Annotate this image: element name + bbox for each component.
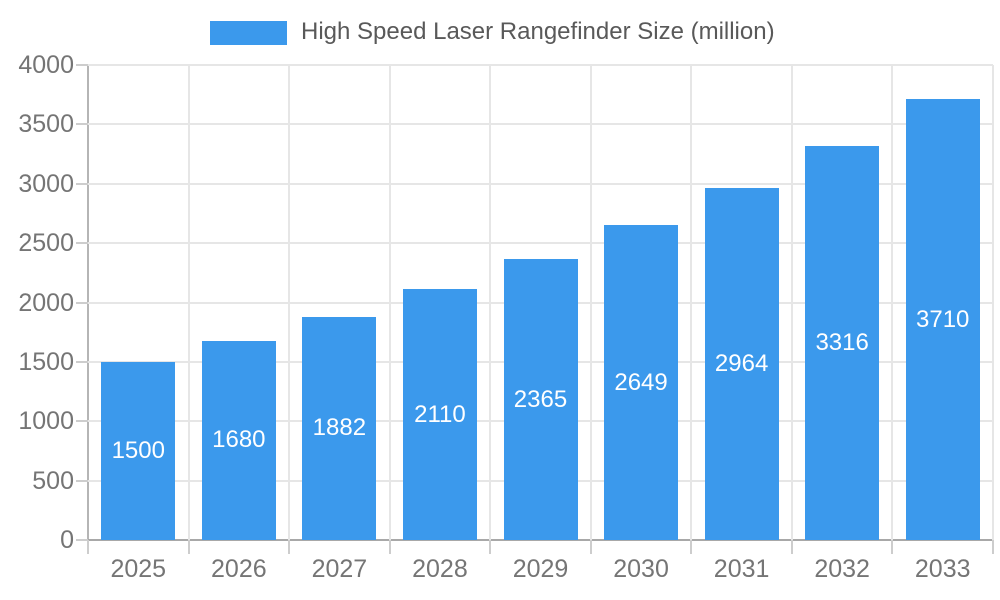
gridline-vertical <box>891 65 894 540</box>
bar-value-label: 2365 <box>513 385 568 413</box>
bar[interactable]: 1680 <box>201 340 276 540</box>
bar[interactable]: 1882 <box>302 316 377 540</box>
x-axis-label: 2032 <box>814 555 870 583</box>
x-axis-line <box>88 539 993 541</box>
plot-area: 1500 1680 1882 2110 2365 2649 2964 3316 3710 <box>88 64 994 540</box>
y-axis-tick <box>76 539 88 541</box>
y-axis-label: 1000 <box>18 407 74 436</box>
x-axis-label: 2027 <box>311 555 368 583</box>
y-axis-label: 1500 <box>18 347 74 376</box>
x-axis-tick <box>288 540 291 554</box>
x-axis-tick <box>589 540 592 554</box>
x-axis-tick <box>489 540 492 554</box>
y-axis-label: 3000 <box>18 169 74 198</box>
bar[interactable]: 3316 <box>805 146 880 540</box>
x-axis-label: 2031 <box>713 555 770 583</box>
gridline-vertical <box>790 65 793 540</box>
gridline-vertical <box>992 65 994 540</box>
gridline-vertical <box>589 65 592 540</box>
x-axis-tick <box>891 540 894 554</box>
legend[interactable]: High Speed Laser Rangefinder Size (milli… <box>210 18 775 46</box>
legend-swatch <box>210 21 287 45</box>
x-axis-tick <box>87 540 89 554</box>
gridline-horizontal <box>88 242 993 245</box>
y-axis-label: 0 <box>60 526 74 554</box>
bar[interactable]: 1500 <box>101 361 176 540</box>
x-axis-tick <box>690 540 693 554</box>
y-axis-tick <box>76 64 88 66</box>
y-axis-label: 3500 <box>18 110 74 139</box>
y-axis-tick <box>76 301 88 304</box>
bar-value-label: 2964 <box>714 350 769 378</box>
gridline-vertical <box>388 65 391 540</box>
y-axis-tick <box>76 123 88 126</box>
y-axis-tick <box>76 242 88 245</box>
bar-value-label: 2649 <box>614 368 668 396</box>
y-axis-label: 4000 <box>18 51 74 79</box>
gridline-vertical <box>187 65 190 540</box>
x-axis-tick <box>992 540 994 554</box>
bar[interactable]: 2365 <box>503 259 578 540</box>
x-axis-tick <box>790 540 793 554</box>
x-axis-label: 2029 <box>512 555 569 583</box>
gridline-vertical <box>690 65 693 540</box>
x-axis-label: 2033 <box>914 555 971 583</box>
x-axis-label: 2030 <box>613 555 669 583</box>
legend-label: High Speed Laser Rangefinder Size (milli… <box>301 18 775 45</box>
gridline-vertical <box>489 65 492 540</box>
gridline-horizontal <box>88 182 993 185</box>
bar[interactable]: 3710 <box>905 99 980 540</box>
gridline-horizontal <box>88 123 993 126</box>
y-axis-label: 2000 <box>18 288 74 317</box>
y-axis-tick <box>76 479 88 482</box>
bar-value-label: 2110 <box>414 400 466 428</box>
gridline-vertical <box>288 65 291 540</box>
y-axis-tick <box>76 182 88 185</box>
y-axis-tick <box>76 420 88 423</box>
bar-value-label: 3316 <box>815 329 869 357</box>
bar[interactable]: 2649 <box>604 225 679 540</box>
bar-value-label: 1882 <box>312 414 367 442</box>
y-axis-label: 2500 <box>18 229 74 258</box>
x-axis-label: 2026 <box>211 555 267 583</box>
bar-value-label: 1500 <box>111 436 165 464</box>
bar-value-label: 3710 <box>916 305 970 333</box>
gridline-horizontal <box>88 64 993 66</box>
x-axis-tick <box>187 540 190 554</box>
bar[interactable]: 2110 <box>402 289 477 540</box>
x-axis-tick <box>388 540 391 554</box>
bar[interactable]: 2964 <box>704 188 779 540</box>
x-axis-label: 2025 <box>110 555 167 583</box>
y-axis-label: 500 <box>32 466 74 495</box>
y-axis-tick <box>76 360 88 363</box>
bar-value-label: 1680 <box>212 426 266 454</box>
x-axis-label: 2028 <box>412 555 468 583</box>
